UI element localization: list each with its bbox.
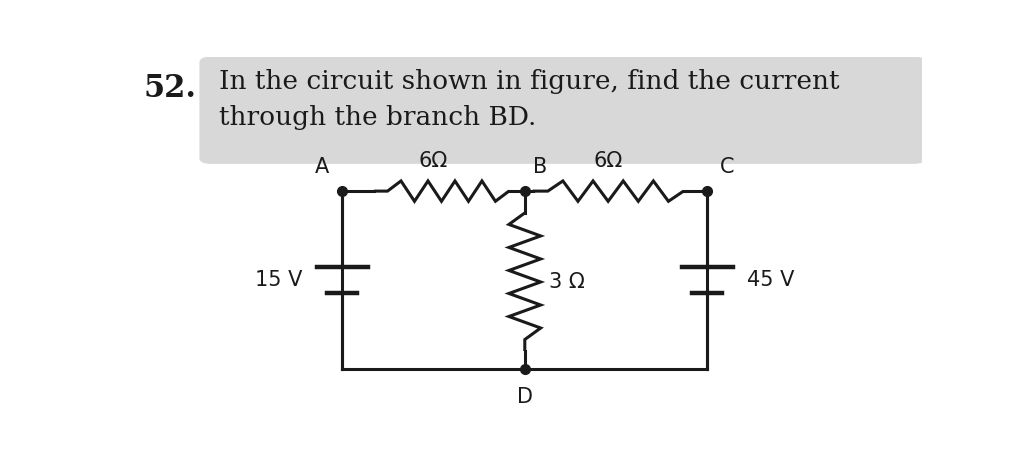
Text: 52.: 52. xyxy=(143,73,197,104)
Text: 6Ω: 6Ω xyxy=(594,151,623,171)
Text: B: B xyxy=(532,157,547,177)
Text: 3 Ω: 3 Ω xyxy=(549,272,585,292)
Text: A: A xyxy=(315,157,330,177)
Text: 6Ω: 6Ω xyxy=(419,151,449,171)
Text: In the circuit shown in figure, find the current
through the branch BD.: In the circuit shown in figure, find the… xyxy=(219,69,840,130)
FancyBboxPatch shape xyxy=(200,57,926,164)
Text: D: D xyxy=(517,388,532,407)
Text: 15 V: 15 V xyxy=(255,270,303,290)
Text: C: C xyxy=(720,157,734,177)
Text: 45 V: 45 V xyxy=(748,270,795,290)
